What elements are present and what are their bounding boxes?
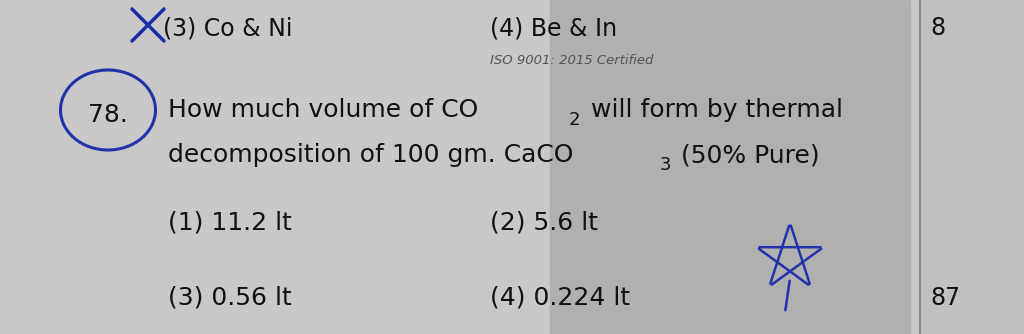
- Text: 87: 87: [930, 286, 961, 310]
- Text: ISO 9001: 2015 Certified: ISO 9001: 2015 Certified: [490, 53, 653, 66]
- Text: 3: 3: [660, 156, 672, 174]
- Text: decomposition of 100 gm. CaCO: decomposition of 100 gm. CaCO: [168, 143, 573, 167]
- Text: 78.: 78.: [88, 103, 128, 127]
- Bar: [550, 0, 910, 334]
- Text: (4) Be & In: (4) Be & In: [490, 16, 617, 40]
- Text: (3) Co & Ni: (3) Co & Ni: [163, 16, 293, 40]
- Text: (3) 0.56 lt: (3) 0.56 lt: [168, 286, 292, 310]
- Text: (4) 0.224 lt: (4) 0.224 lt: [490, 286, 630, 310]
- Text: will form by thermal: will form by thermal: [583, 98, 843, 122]
- Bar: [920, 0, 1024, 334]
- Text: 2: 2: [569, 111, 581, 129]
- Text: 8: 8: [930, 16, 945, 40]
- Text: (50% Pure): (50% Pure): [673, 143, 819, 167]
- Text: (2) 5.6 lt: (2) 5.6 lt: [490, 210, 598, 234]
- Text: (1) 11.2 lt: (1) 11.2 lt: [168, 210, 292, 234]
- Text: How much volume of CO: How much volume of CO: [168, 98, 478, 122]
